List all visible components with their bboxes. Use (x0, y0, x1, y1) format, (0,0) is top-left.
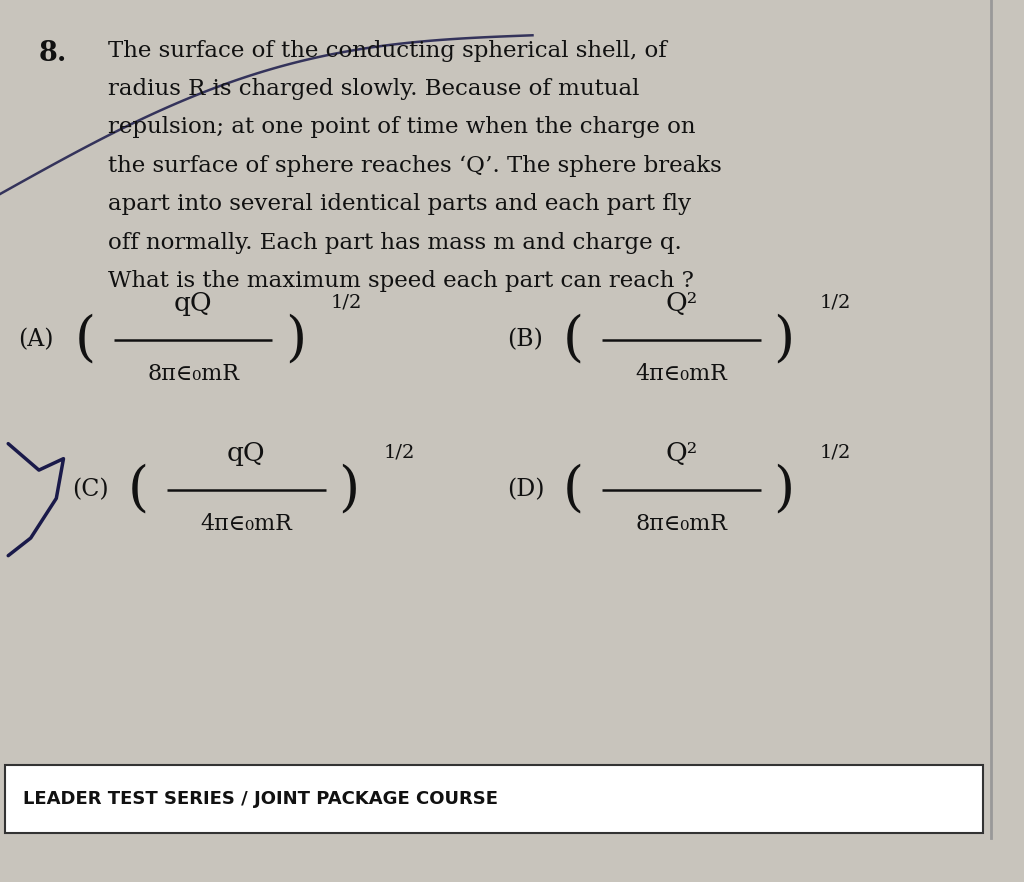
Text: qQ: qQ (227, 441, 265, 466)
Text: Q²: Q² (666, 291, 697, 316)
Text: radius R is charged slowly. Because of mutual: radius R is charged slowly. Because of m… (108, 78, 639, 100)
Text: 8π∈₀mR: 8π∈₀mR (147, 363, 239, 385)
Text: qQ: qQ (174, 291, 212, 316)
Text: (C): (C) (72, 478, 109, 501)
Text: apart into several identical parts and each part fly: apart into several identical parts and e… (108, 193, 690, 215)
Text: repulsion; at one point of time when the charge on: repulsion; at one point of time when the… (108, 116, 695, 138)
Text: ): ) (285, 314, 306, 365)
Text: 4π∈₀mR: 4π∈₀mR (636, 363, 727, 385)
Text: 1/2: 1/2 (819, 444, 851, 461)
Text: (: ( (128, 464, 150, 515)
Text: (A): (A) (18, 328, 54, 351)
Text: 1/2: 1/2 (384, 444, 416, 461)
Text: ): ) (338, 464, 359, 515)
FancyBboxPatch shape (5, 765, 983, 833)
Text: (: ( (563, 464, 585, 515)
Text: The surface of the conducting spherical shell, of: The surface of the conducting spherical … (108, 40, 667, 62)
Text: 1/2: 1/2 (819, 294, 851, 311)
Text: (B): (B) (507, 328, 543, 351)
Text: 4π∈₀mR: 4π∈₀mR (201, 513, 292, 535)
Text: What is the maximum speed each part can reach ?: What is the maximum speed each part can … (108, 270, 693, 292)
Text: 8.: 8. (39, 40, 68, 67)
Text: off normally. Each part has mass m and charge q.: off normally. Each part has mass m and c… (108, 231, 681, 253)
Text: ): ) (773, 464, 795, 515)
Text: (D): (D) (507, 478, 545, 501)
Text: Q²: Q² (666, 441, 697, 466)
Text: 8π∈₀mR: 8π∈₀mR (636, 513, 727, 535)
Text: the surface of sphere reaches ‘Q’. The sphere breaks: the surface of sphere reaches ‘Q’. The s… (108, 154, 721, 176)
Text: 1/2: 1/2 (331, 294, 362, 311)
Text: (: ( (75, 314, 96, 365)
Text: LEADER TEST SERIES / JOINT PACKAGE COURSE: LEADER TEST SERIES / JOINT PACKAGE COURS… (23, 789, 498, 808)
Text: ): ) (773, 314, 795, 365)
Text: (: ( (563, 314, 585, 365)
